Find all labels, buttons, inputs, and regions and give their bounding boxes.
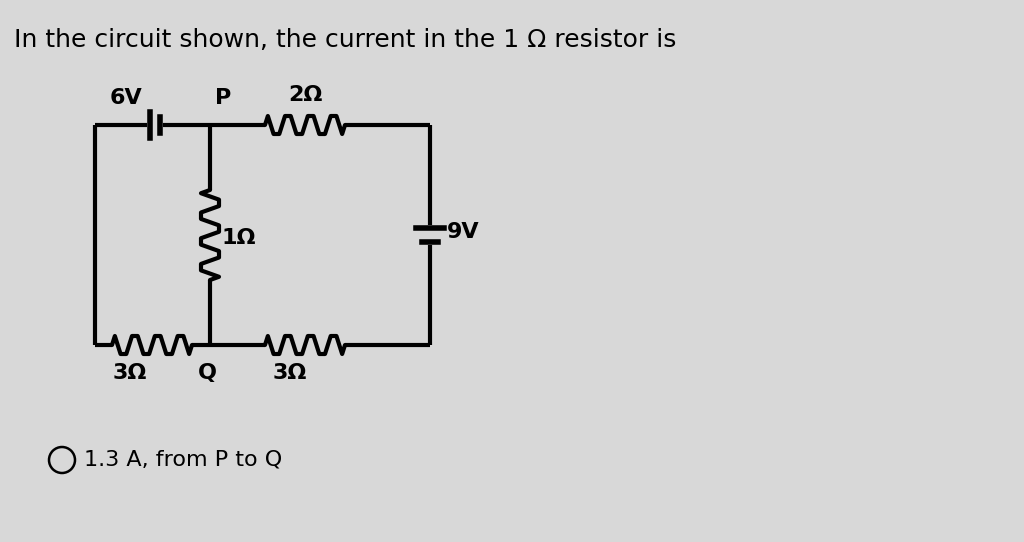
Text: 1Ω: 1Ω xyxy=(222,228,256,248)
Text: 3Ω: 3Ω xyxy=(272,363,307,383)
Text: 2Ω: 2Ω xyxy=(288,85,323,105)
Text: Q: Q xyxy=(198,363,216,383)
Text: 6V: 6V xyxy=(110,88,142,108)
Text: 3Ω: 3Ω xyxy=(113,363,147,383)
Text: 1.3 A, from P to Q: 1.3 A, from P to Q xyxy=(84,450,283,470)
Text: P: P xyxy=(215,88,231,108)
Text: 9V: 9V xyxy=(447,222,479,242)
Text: In the circuit shown, the current in the 1 Ω resistor is: In the circuit shown, the current in the… xyxy=(14,28,677,52)
